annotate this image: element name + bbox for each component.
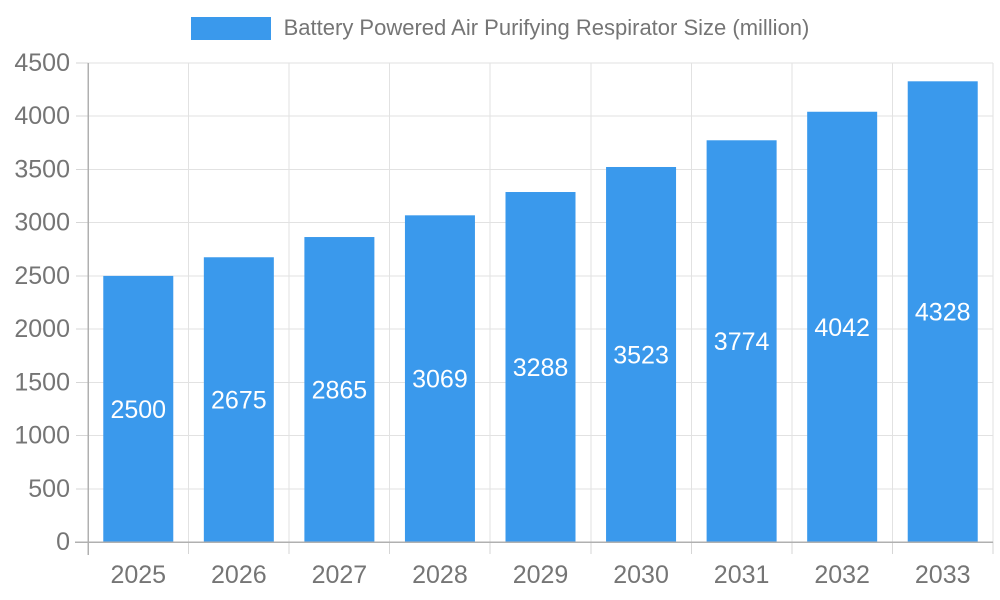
bar-2025[interactable] [103,275,174,542]
x-tick-label-2028: 2028 [412,561,468,589]
y-tick-label-2500: 2500 [14,262,70,290]
x-tick-label-2033: 2033 [915,561,971,589]
bar-value-label-2025: 2500 [110,396,166,424]
bar-2032[interactable] [807,111,878,542]
y-tick-label-1500: 1500 [14,368,70,396]
y-tick-label-4500: 4500 [14,49,70,77]
x-tick-label-2027: 2027 [312,561,368,589]
bar-2027[interactable] [304,237,375,542]
bar-value-label-2031: 3774 [714,328,770,356]
bar-2028[interactable] [404,215,475,542]
x-tick-label-2029: 2029 [513,561,569,589]
bar-value-label-2030: 3523 [613,341,669,369]
y-tick-label-1000: 1000 [14,422,70,450]
bar-value-label-2028: 3069 [412,366,468,394]
bar-2030[interactable] [606,166,677,542]
chart-legend[interactable]: Battery Powered Air Purifying Respirator… [0,15,1000,41]
bar-value-label-2026: 2675 [211,387,267,415]
x-tick-label-2030: 2030 [613,561,669,589]
x-tick-label-2032: 2032 [814,561,870,589]
y-tick-label-3500: 3500 [14,155,70,183]
bar-value-label-2029: 3288 [513,354,569,382]
bar-value-label-2033: 4328 [915,299,971,327]
y-tick-label-0: 0 [56,528,70,556]
y-tick-label-500: 500 [28,475,70,503]
bar-2033[interactable] [907,81,978,542]
x-tick-label-2025: 2025 [110,561,166,589]
bar-2029[interactable] [505,192,576,542]
y-tick-label-4000: 4000 [14,102,70,130]
x-tick-label-2031: 2031 [714,561,770,589]
legend-swatch [190,16,271,40]
x-tick-label-2026: 2026 [211,561,267,589]
legend-label: Battery Powered Air Purifying Respirator… [283,15,810,40]
y-tick-label-2000: 2000 [14,315,70,343]
bar-2031[interactable] [706,140,777,542]
bar-2026[interactable] [203,257,274,542]
y-tick-label-3000: 3000 [14,209,70,237]
bar-value-label-2032: 4042 [814,314,870,342]
bar-value-label-2027: 2865 [312,377,368,405]
